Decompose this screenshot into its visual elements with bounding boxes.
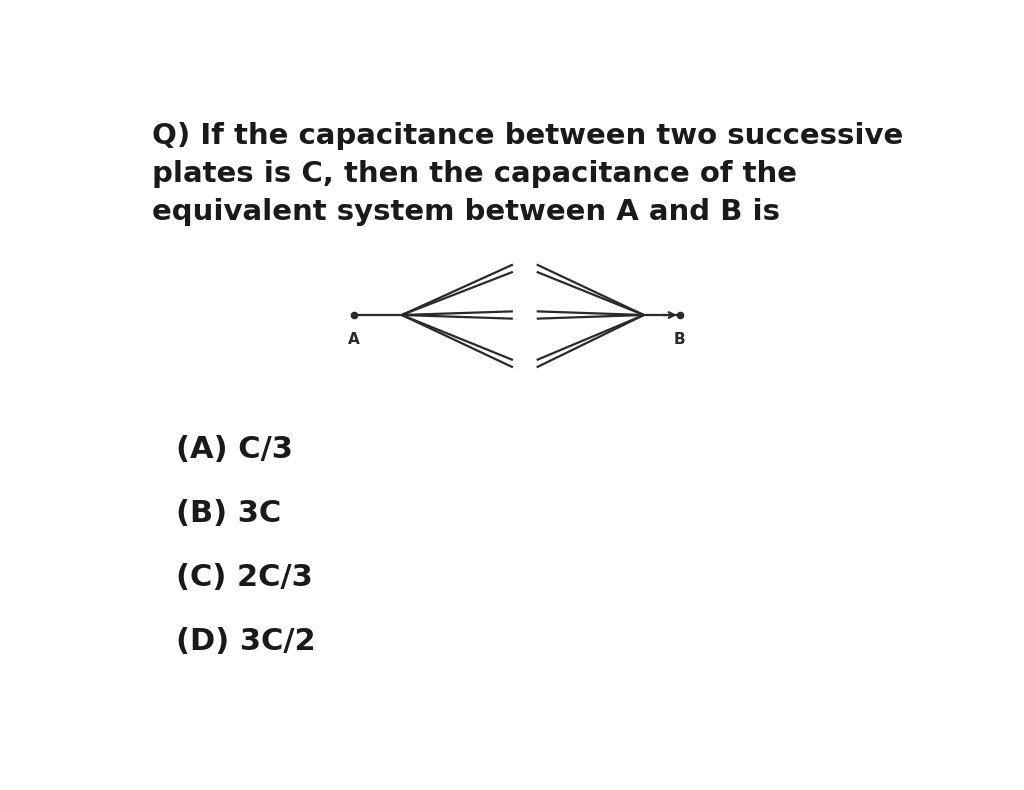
Text: (A) C/3: (A) C/3 bbox=[176, 435, 293, 465]
Text: A: A bbox=[348, 332, 360, 347]
Text: (D) 3C/2: (D) 3C/2 bbox=[176, 627, 315, 656]
Text: B: B bbox=[674, 332, 685, 347]
Text: Q) If the capacitance between two successive
plates is C, then the capacitance o: Q) If the capacitance between two succes… bbox=[152, 122, 903, 226]
Text: (B) 3C: (B) 3C bbox=[176, 499, 281, 529]
Text: (C) 2C/3: (C) 2C/3 bbox=[176, 563, 312, 592]
